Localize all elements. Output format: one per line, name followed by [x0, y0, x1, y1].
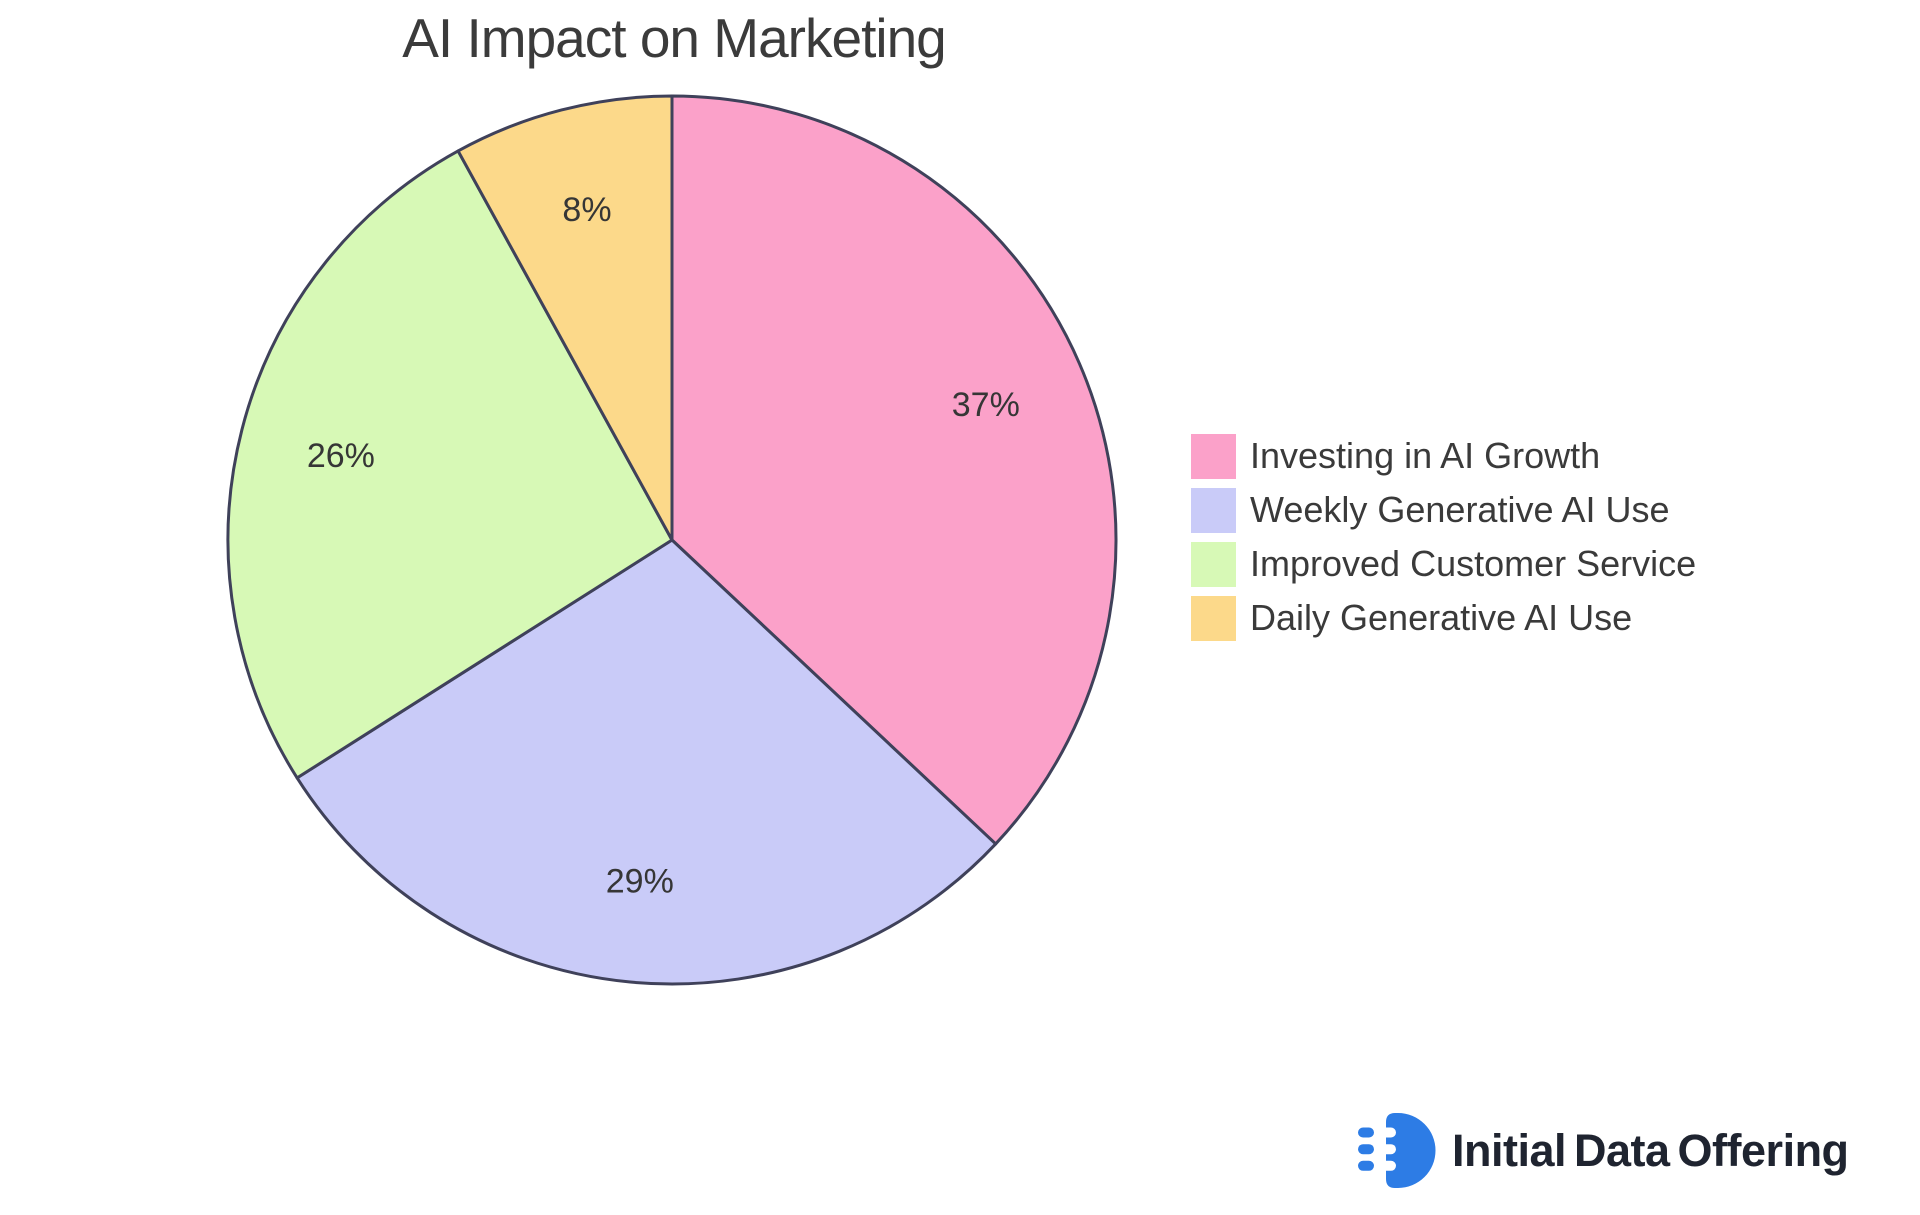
- legend-label-investing: Investing in AI Growth: [1250, 435, 1601, 476]
- pie-slice-label: 8%: [562, 191, 611, 229]
- brand-logo-text: Initial Data Offering: [1452, 1124, 1849, 1176]
- legend-item-improved: Improved Customer Service: [1191, 541, 1696, 587]
- pie-slice-label: 37%: [952, 386, 1020, 424]
- pie-slice-label: 29%: [606, 862, 674, 900]
- legend-swatch-investing: [1191, 433, 1236, 479]
- chart-legend: Investing in AI Growth Weekly Generative…: [1191, 433, 1696, 641]
- legend-item-weekly: Weekly Generative AI Use: [1191, 487, 1696, 533]
- legend-label-daily: Daily Generative AI Use: [1250, 597, 1633, 638]
- legend-swatch-weekly: [1191, 487, 1236, 533]
- brand-logo-icon: [1358, 1113, 1436, 1188]
- legend-label-improved: Improved Customer Service: [1250, 543, 1697, 584]
- legend-swatch-daily: [1191, 595, 1236, 641]
- legend-label-weekly: Weekly Generative AI Use: [1250, 489, 1670, 530]
- pie-slice: [295, 538, 998, 986]
- chart-title: AI Impact on Marketing: [402, 7, 947, 69]
- legend-item-daily: Daily Generative AI Use: [1191, 595, 1696, 641]
- legend-item-investing: Investing in AI Growth: [1191, 433, 1696, 479]
- brand-logo: Initial Data Offering: [1358, 1112, 1849, 1189]
- pie-slice: [456, 94, 674, 542]
- pie-slice-label: 26%: [307, 437, 375, 475]
- pie-slice: [670, 94, 1118, 846]
- pie-slice: [226, 149, 674, 780]
- legend-swatch-improved: [1191, 541, 1236, 587]
